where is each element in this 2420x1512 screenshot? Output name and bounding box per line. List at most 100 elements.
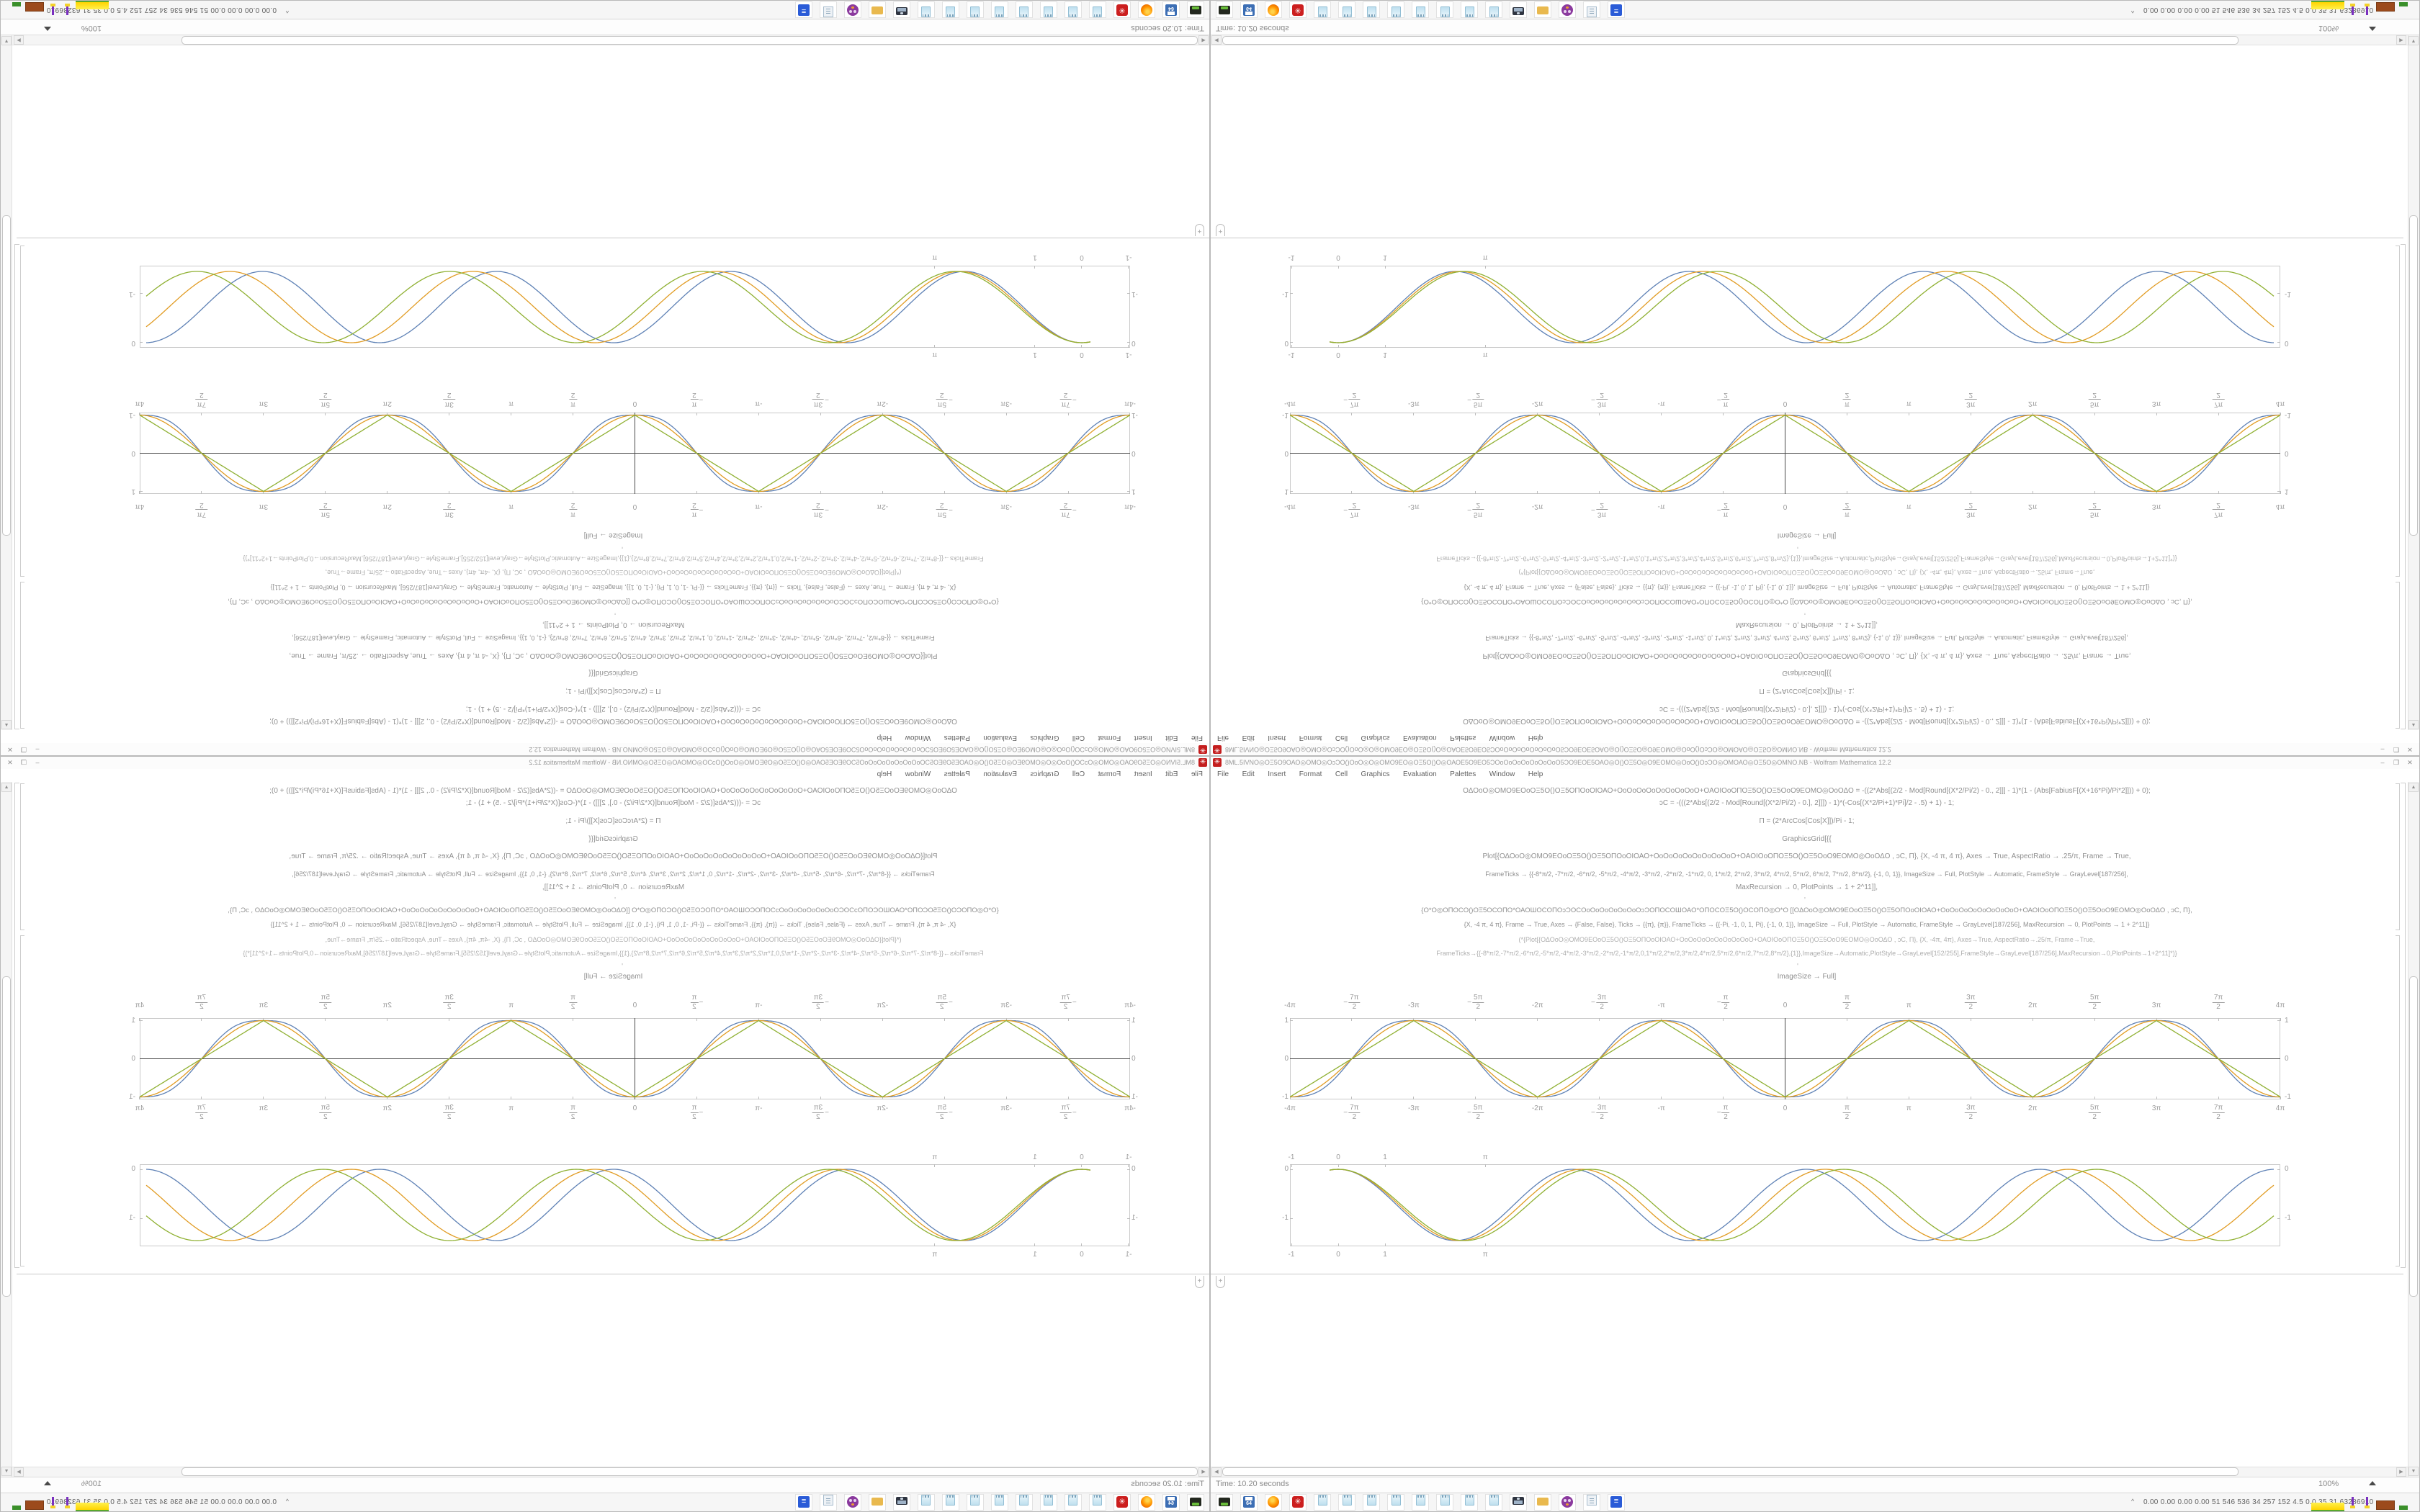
tray-net-icon[interactable] bbox=[2399, 2, 2408, 6]
taskbar-launcher[interactable] bbox=[918, 1, 935, 18]
taskbar-launcher[interactable] bbox=[1363, 1, 1380, 18]
magnification-popup-icon[interactable] bbox=[2369, 27, 2376, 31]
horizontal-scrollbar-thumb[interactable] bbox=[182, 36, 1198, 45]
taskbar-launcher[interactable] bbox=[1314, 1494, 1331, 1511]
taskbar-launcher[interactable] bbox=[820, 1494, 837, 1511]
tray-expand-icon[interactable]: ^ bbox=[2131, 7, 2135, 14]
scroll-up-icon[interactable]: ▲ bbox=[2408, 720, 2419, 729]
scroll-up-icon[interactable]: ▲ bbox=[1, 783, 12, 792]
magnification-popup-icon[interactable] bbox=[44, 27, 51, 31]
tray-expand-icon[interactable]: ^ bbox=[285, 1498, 289, 1505]
cell-group-bracket[interactable] bbox=[2401, 783, 2406, 1268]
tray-expand-icon[interactable]: ^ bbox=[2131, 1498, 2135, 1505]
menu-edit[interactable]: Edit bbox=[1242, 770, 1255, 778]
taskbar-launcher[interactable]: ✳ bbox=[1113, 1, 1131, 18]
scroll-down-icon[interactable]: ▼ bbox=[2408, 1467, 2419, 1476]
scroll-left-icon[interactable]: ◀ bbox=[1198, 1467, 1209, 1477]
code-line-comment[interactable]: FrameTicks→{{-8*π/2,-7*π/2,-6*π/2,-5*π/2… bbox=[1436, 950, 2177, 957]
menu-graphics[interactable]: Graphics bbox=[1361, 770, 1390, 778]
scroll-down-icon[interactable]: ▼ bbox=[1, 36, 12, 45]
magnification-control[interactable]: 100% bbox=[81, 1480, 102, 1488]
add-cell-button[interactable]: + bbox=[1195, 224, 1204, 236]
scroll-left-icon[interactable]: ◀ bbox=[1211, 35, 1222, 45]
taskbar-launcher[interactable] bbox=[820, 1, 837, 18]
tray-disk-icon[interactable] bbox=[2376, 2, 2395, 12]
magnification-popup-icon[interactable] bbox=[2369, 1481, 2376, 1485]
scroll-down-icon[interactable]: ▼ bbox=[2408, 36, 2419, 45]
taskbar-launcher[interactable] bbox=[1016, 1494, 1033, 1511]
tray-disk-icon[interactable] bbox=[25, 1500, 44, 1510]
code-line-comment[interactable]: (*{Plot[{ΟΔΟοΟ◎ΟΜΟ9ΕΟοΟΞ5Ο()ΟΞ5ΟΠΟοΟΙΟΑΟ… bbox=[1518, 936, 2095, 943]
taskbar-launcher[interactable] bbox=[967, 1, 984, 18]
taskbar-launcher[interactable] bbox=[1387, 1494, 1404, 1511]
tray-spike-graph-icon[interactable] bbox=[66, 1497, 68, 1508]
taskbar-launcher[interactable] bbox=[1265, 1, 1282, 18]
taskbar-launcher[interactable] bbox=[869, 1494, 886, 1511]
taskbar-launcher[interactable] bbox=[1436, 1494, 1453, 1511]
code-line[interactable]: Π = (2*ArcCos[Cos[X]])/Pi - 1; bbox=[1759, 817, 1855, 825]
taskbar-launcher[interactable] bbox=[1187, 1, 1204, 18]
code-line[interactable]: ɔC = -(((2*Abs[(2/2 - Mod[Round[(X*2/Pi/… bbox=[1659, 799, 1955, 807]
tray-cpu-graph-icon[interactable] bbox=[76, 1503, 109, 1511]
taskbar-launcher[interactable] bbox=[795, 1494, 812, 1511]
magnification-control[interactable]: 100% bbox=[81, 24, 102, 32]
tray-net-icon[interactable] bbox=[12, 2, 21, 6]
taskbar-launcher[interactable] bbox=[1240, 1494, 1258, 1511]
taskbar-launcher[interactable] bbox=[1162, 1494, 1180, 1511]
output-cell-bracket[interactable] bbox=[2396, 935, 2400, 1266]
taskbar-launcher[interactable] bbox=[1436, 1, 1453, 18]
taskbar-launcher[interactable] bbox=[1559, 1494, 1576, 1511]
taskbar-launcher[interactable] bbox=[1461, 1494, 1478, 1511]
tray-cpu-graph-icon[interactable] bbox=[2311, 1, 2344, 9]
taskbar-launcher[interactable] bbox=[869, 1, 886, 18]
menu-palettes[interactable]: Palettes bbox=[1450, 770, 1476, 778]
input-cell-bracket[interactable] bbox=[20, 783, 24, 930]
taskbar-launcher[interactable] bbox=[893, 1494, 910, 1511]
cell-group-bracket[interactable] bbox=[14, 783, 19, 1268]
taskbar-launcher[interactable] bbox=[1314, 1, 1331, 18]
taskbar-launcher[interactable] bbox=[1187, 1494, 1204, 1511]
taskbar-launcher[interactable] bbox=[1485, 1, 1502, 18]
taskbar-launcher[interactable]: ✳ bbox=[1113, 1494, 1131, 1511]
scroll-up-icon[interactable]: ▲ bbox=[2408, 783, 2419, 792]
tray-spike-graph-icon[interactable] bbox=[2366, 4, 2368, 15]
menu-window[interactable]: Window bbox=[1489, 770, 1515, 778]
code-line[interactable]: ImageSize → Full] bbox=[1777, 973, 1837, 981]
menu-file[interactable]: File bbox=[1217, 770, 1229, 778]
taskbar-launcher[interactable] bbox=[1040, 1, 1057, 18]
cell-group-bracket[interactable] bbox=[2401, 244, 2406, 729]
add-cell-button[interactable]: + bbox=[1195, 1276, 1204, 1288]
taskbar-launcher[interactable] bbox=[1559, 1, 1576, 18]
taskbar-launcher[interactable] bbox=[893, 1, 910, 18]
magnification-control[interactable]: 100% bbox=[2318, 24, 2339, 32]
vertical-scrollbar-thumb[interactable] bbox=[2, 215, 11, 536]
taskbar-launcher[interactable] bbox=[1510, 1494, 1527, 1511]
taskbar-launcher[interactable] bbox=[1583, 1, 1600, 18]
magnification-control[interactable]: 100% bbox=[2318, 1480, 2339, 1488]
taskbar-launcher[interactable] bbox=[1162, 1, 1180, 18]
tray-spike-graph-icon[interactable] bbox=[66, 4, 68, 15]
vertical-scrollbar-thumb[interactable] bbox=[2409, 215, 2418, 536]
taskbar-launcher[interactable] bbox=[1534, 1, 1551, 18]
scroll-right-icon[interactable]: ▶ bbox=[2396, 35, 2406, 45]
taskbar-launcher[interactable] bbox=[1040, 1494, 1057, 1511]
input-cell-bracket[interactable] bbox=[2396, 783, 2400, 930]
taskbar-launcher[interactable] bbox=[918, 1494, 935, 1511]
scroll-right-icon[interactable]: ▶ bbox=[2396, 1467, 2406, 1477]
scroll-right-icon[interactable]: ▶ bbox=[14, 1467, 24, 1477]
taskbar-launcher[interactable] bbox=[1412, 1, 1429, 18]
menu-format[interactable]: Format bbox=[1299, 770, 1322, 778]
scroll-up-icon[interactable]: ▲ bbox=[1, 720, 12, 729]
taskbar-launcher[interactable] bbox=[1608, 1, 1625, 18]
vertical-scrollbar-thumb[interactable] bbox=[2, 976, 11, 1297]
code-line[interactable]: {X, -4 π, 4 π}, Frame → True, Axes → {Fa… bbox=[1464, 921, 2150, 928]
taskbar-launcher[interactable] bbox=[1485, 1494, 1502, 1511]
taskbar-launcher[interactable] bbox=[1216, 1494, 1233, 1511]
code-line[interactable]: Plot[{ΟΔΟοΟ◎ΟΜΟ9ΕΟοΟΞ5Ο()ΟΞ5ΟΠΟοΟΙΟΑΟ+Οο… bbox=[1482, 852, 2131, 860]
code-line[interactable]: ΟΔΟοΟ◎ΟΜΟ9ΕΟοΟΞ5Ο()ΟΞ5ΟΠΟοΟΙΟΑΟ+ΟοΟοΟοΟο… bbox=[1463, 787, 2151, 795]
taskbar-launcher[interactable] bbox=[991, 1, 1008, 18]
taskbar-launcher[interactable]: ✳ bbox=[1289, 1, 1307, 18]
output-cell-bracket[interactable] bbox=[20, 935, 24, 1266]
taskbar-launcher[interactable] bbox=[1138, 1494, 1155, 1511]
horizontal-scrollbar-thumb[interactable] bbox=[1222, 36, 2238, 45]
